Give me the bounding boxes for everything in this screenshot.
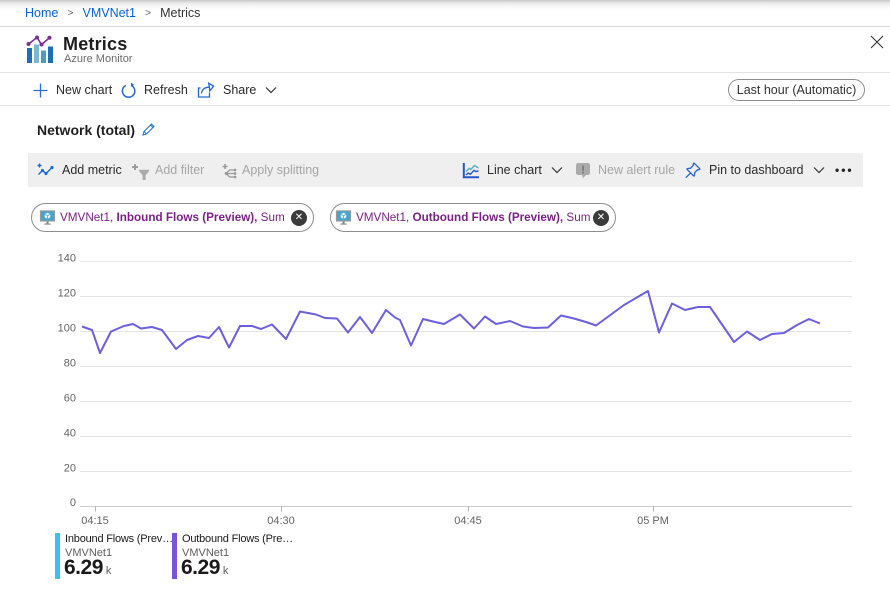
svg-text:140: 140	[58, 253, 76, 265]
svg-text:04:30: 04:30	[267, 515, 295, 527]
svg-text:80: 80	[64, 358, 76, 370]
svg-text:100: 100	[58, 323, 76, 335]
svg-text:40: 40	[64, 428, 76, 440]
svg-text:0: 0	[70, 497, 76, 509]
svg-text:120: 120	[58, 288, 76, 300]
svg-text:20: 20	[64, 463, 76, 475]
svg-text:04:15: 04:15	[81, 515, 109, 527]
svg-text:60: 60	[64, 393, 76, 405]
svg-text:04:45: 04:45	[454, 515, 482, 527]
svg-text:05 PM: 05 PM	[637, 515, 669, 527]
